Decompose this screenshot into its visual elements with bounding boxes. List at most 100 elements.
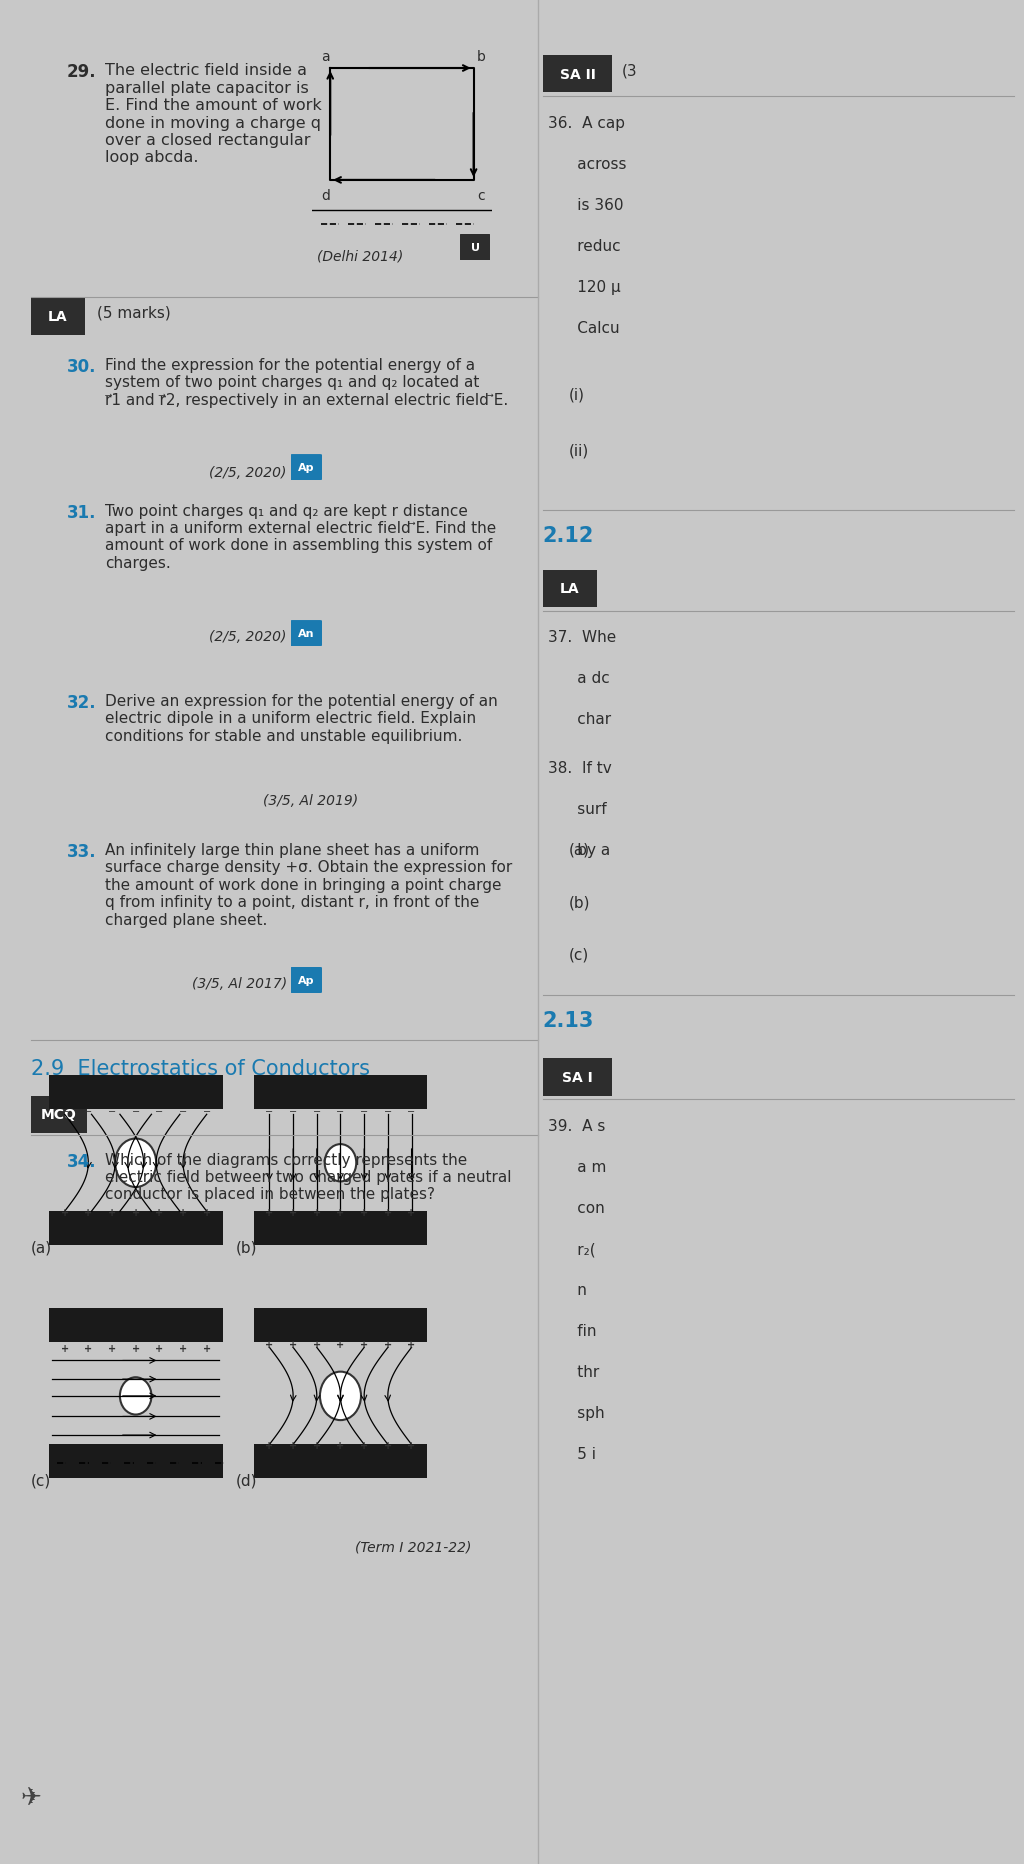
Text: SA I: SA I [562, 1070, 593, 1085]
Text: across: across [548, 157, 627, 171]
Text: +: + [265, 1441, 273, 1450]
Text: b: b [477, 50, 486, 63]
Text: 2.12: 2.12 [543, 526, 594, 546]
Text: −: − [156, 1107, 164, 1117]
Text: −: − [408, 1107, 416, 1117]
Text: LA: LA [48, 309, 68, 324]
Text: +: + [60, 1208, 69, 1217]
Text: +: + [408, 1441, 416, 1450]
Text: (3/5, Al 2019): (3/5, Al 2019) [263, 794, 358, 809]
Text: +: + [265, 1340, 273, 1350]
Text: char: char [548, 712, 611, 727]
Text: +: + [108, 1344, 116, 1353]
Text: −: − [179, 1107, 187, 1117]
Text: (i): (i) [568, 388, 585, 403]
Text: +: + [384, 1340, 392, 1350]
FancyBboxPatch shape [289, 621, 323, 647]
Text: +: + [203, 1344, 211, 1353]
Text: −: − [84, 1107, 92, 1117]
Text: +: + [312, 1441, 321, 1450]
Text: SA II: SA II [559, 67, 596, 82]
Text: +: + [289, 1441, 297, 1450]
Text: +: + [360, 1340, 369, 1350]
Text: +: + [408, 1340, 416, 1350]
Text: 30.: 30. [67, 358, 96, 377]
Text: Two point charges q₁ and q₂ are kept r distance
apart in a uniform external elec: Two point charges q₁ and q₂ are kept r d… [105, 503, 497, 570]
Text: +: + [60, 1344, 69, 1353]
Text: surf: surf [548, 802, 606, 816]
Text: a m: a m [548, 1159, 606, 1174]
Circle shape [115, 1139, 157, 1187]
Text: −: − [108, 1107, 116, 1117]
Text: +: + [84, 1344, 92, 1353]
FancyBboxPatch shape [289, 967, 323, 994]
Text: −: − [337, 1107, 344, 1117]
Circle shape [120, 1377, 152, 1415]
Text: +: + [156, 1208, 164, 1217]
Text: −: − [360, 1107, 369, 1117]
Text: (3: (3 [622, 63, 637, 78]
Text: +: + [312, 1340, 321, 1350]
Text: (a): (a) [568, 843, 590, 857]
Text: is 360: is 360 [548, 198, 624, 212]
Bar [254, 1445, 427, 1478]
Text: −: − [60, 1107, 69, 1117]
Text: a: a [322, 50, 330, 63]
Text: −: − [312, 1107, 321, 1117]
Bar [254, 1076, 427, 1109]
Text: 33.: 33. [67, 843, 96, 861]
Text: MCQ: MCQ [41, 1107, 77, 1122]
Bar [49, 1212, 222, 1245]
Text: r₂(: r₂( [548, 1241, 596, 1256]
Text: 37.  Whe: 37. Whe [548, 630, 616, 645]
Text: +: + [337, 1208, 344, 1217]
FancyBboxPatch shape [459, 235, 492, 261]
Text: 5 i: 5 i [548, 1446, 596, 1461]
Text: The electric field inside a
parallel plate capacitor is
E. Find the amount of wo: The electric field inside a parallel pla… [105, 63, 323, 166]
Circle shape [319, 1372, 361, 1420]
Text: 39.  A s: 39. A s [548, 1118, 605, 1133]
Text: +: + [360, 1441, 369, 1450]
Text: +: + [408, 1208, 416, 1217]
Text: −: − [132, 1107, 139, 1117]
Text: An infinitely large thin plane sheet has a uniform
surface charge density +σ. Ob: An infinitely large thin plane sheet has… [105, 843, 513, 926]
Text: (a): (a) [31, 1240, 52, 1254]
Text: An: An [298, 628, 314, 639]
Text: U: U [471, 242, 479, 254]
Text: (d): (d) [236, 1473, 257, 1487]
Text: +: + [132, 1208, 139, 1217]
Text: (b): (b) [568, 895, 590, 910]
Text: by a: by a [548, 843, 610, 857]
Text: 2.13: 2.13 [543, 1010, 594, 1031]
Text: +: + [156, 1344, 164, 1353]
Text: 38.  If tv: 38. If tv [548, 761, 611, 775]
FancyBboxPatch shape [289, 455, 323, 481]
Text: +: + [384, 1441, 392, 1450]
Text: −: − [203, 1107, 211, 1117]
Text: d: d [322, 190, 330, 203]
Text: c: c [477, 190, 484, 203]
Text: (Term I 2021-22): (Term I 2021-22) [354, 1540, 471, 1555]
Text: fin: fin [548, 1323, 596, 1338]
Text: reduc: reduc [548, 239, 621, 254]
Text: 2.9  Electrostatics of Conductors: 2.9 Electrostatics of Conductors [31, 1059, 370, 1079]
Text: −: − [289, 1107, 297, 1117]
Text: thr: thr [548, 1364, 599, 1379]
Text: 36.  A cap: 36. A cap [548, 116, 625, 130]
Bar [49, 1445, 222, 1478]
Text: −: − [384, 1107, 392, 1117]
Text: con: con [548, 1200, 604, 1215]
Text: (2/5, 2020): (2/5, 2020) [209, 630, 287, 645]
Bar [49, 1309, 222, 1342]
Text: +: + [337, 1340, 344, 1350]
Text: (c): (c) [568, 947, 589, 962]
Text: +: + [265, 1208, 273, 1217]
Bar [49, 1076, 222, 1109]
Text: Calcu: Calcu [548, 321, 620, 336]
Text: 31.: 31. [67, 503, 96, 522]
Text: +: + [312, 1208, 321, 1217]
Text: (5 marks): (5 marks) [97, 306, 171, 321]
Text: LA: LA [560, 582, 580, 596]
Text: (3/5, Al 2017): (3/5, Al 2017) [191, 977, 287, 992]
Text: Find the expression for the potential energy of a
system of two point charges q₁: Find the expression for the potential en… [105, 358, 509, 408]
